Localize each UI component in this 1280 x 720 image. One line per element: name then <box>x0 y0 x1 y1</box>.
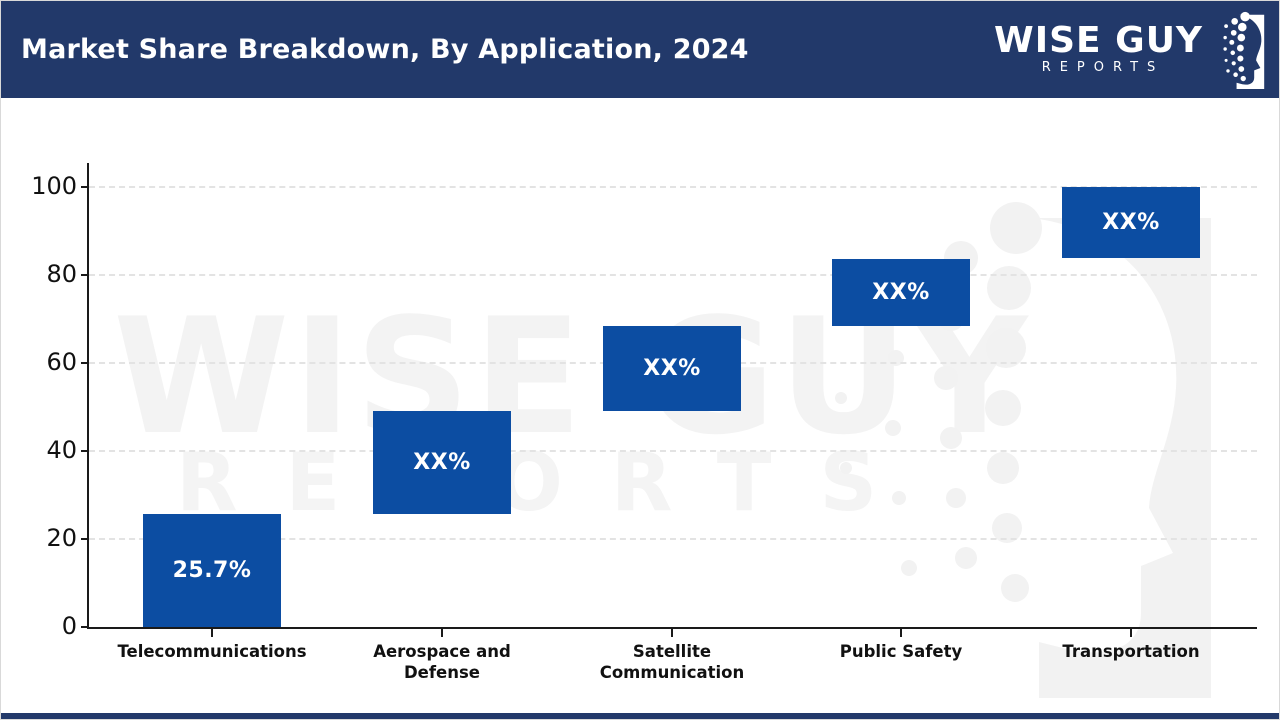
y-tick-label: 0 <box>61 612 77 640</box>
category-label: Aerospace and Defense <box>317 641 567 683</box>
y-tick-mark <box>81 186 89 188</box>
x-tick-mark <box>900 629 902 637</box>
y-tick-label: 20 <box>46 524 77 552</box>
category-label-line: Public Safety <box>839 642 963 661</box>
logo-line2: REPORTS <box>1041 60 1165 75</box>
y-tick-label: 60 <box>46 348 77 376</box>
waterfall-bar: XX% <box>373 411 511 514</box>
category-label-line: Defense <box>403 663 480 682</box>
logo-line1: WISE GUY <box>993 20 1203 61</box>
logo-wordmark: WISE GUY REPORTS <box>994 22 1203 76</box>
category-label: Satellite Communication <box>547 641 797 683</box>
category-label-line: Communication <box>599 663 745 682</box>
y-axis-line <box>87 163 89 629</box>
category-label: Telecommunications <box>87 641 337 662</box>
header-bar: Market Share Breakdown, By Application, … <box>1 1 1279 98</box>
page-title: Market Share Breakdown, By Application, … <box>21 34 749 65</box>
waterfall-bar: 25.7% <box>143 513 281 627</box>
y-gridline <box>89 186 1257 188</box>
bar-value-label: XX% <box>1102 210 1160 236</box>
y-tick-label: 100 <box>31 172 77 200</box>
category-label: Public Safety <box>776 641 1026 662</box>
x-tick-mark <box>441 629 443 637</box>
y-gridline <box>89 538 1257 540</box>
x-tick-mark <box>211 629 213 637</box>
category-label-line: Satellite <box>632 642 712 661</box>
footer-bar <box>1 713 1279 719</box>
bar-value-label: 25.7% <box>172 557 252 583</box>
wiseguy-head-icon <box>1223 11 1265 89</box>
category-label-line: Transportation <box>1062 642 1200 661</box>
x-axis-line <box>87 627 1257 629</box>
y-tick-mark <box>81 450 89 452</box>
y-tick-mark <box>81 538 89 540</box>
bar-value-label: XX% <box>413 450 471 476</box>
waterfall-bar: XX% <box>832 259 970 327</box>
category-label-line: Telecommunications <box>117 642 307 661</box>
category-label-line: Aerospace and <box>373 642 511 661</box>
waterfall-bar: XX% <box>1062 187 1200 259</box>
x-tick-mark <box>671 629 673 637</box>
y-tick-mark <box>81 626 89 628</box>
x-tick-mark <box>1130 629 1132 637</box>
y-tick-mark <box>81 274 89 276</box>
waterfall-bar: XX% <box>603 326 741 412</box>
bar-value-label: XX% <box>643 356 701 382</box>
y-tick-label: 40 <box>46 436 77 464</box>
bar-value-label: XX% <box>872 280 930 306</box>
chart-area: WISE GUY REPORTS 0 20 40 60 80 100 25. <box>1 98 1279 715</box>
y-tick-mark <box>81 362 89 364</box>
wiseguy-logo: WISE GUY REPORTS <box>994 9 1267 89</box>
y-gridline <box>89 450 1257 452</box>
category-label: Transportation <box>1006 641 1256 662</box>
y-tick-label: 80 <box>46 260 77 288</box>
y-gridline <box>89 274 1257 276</box>
